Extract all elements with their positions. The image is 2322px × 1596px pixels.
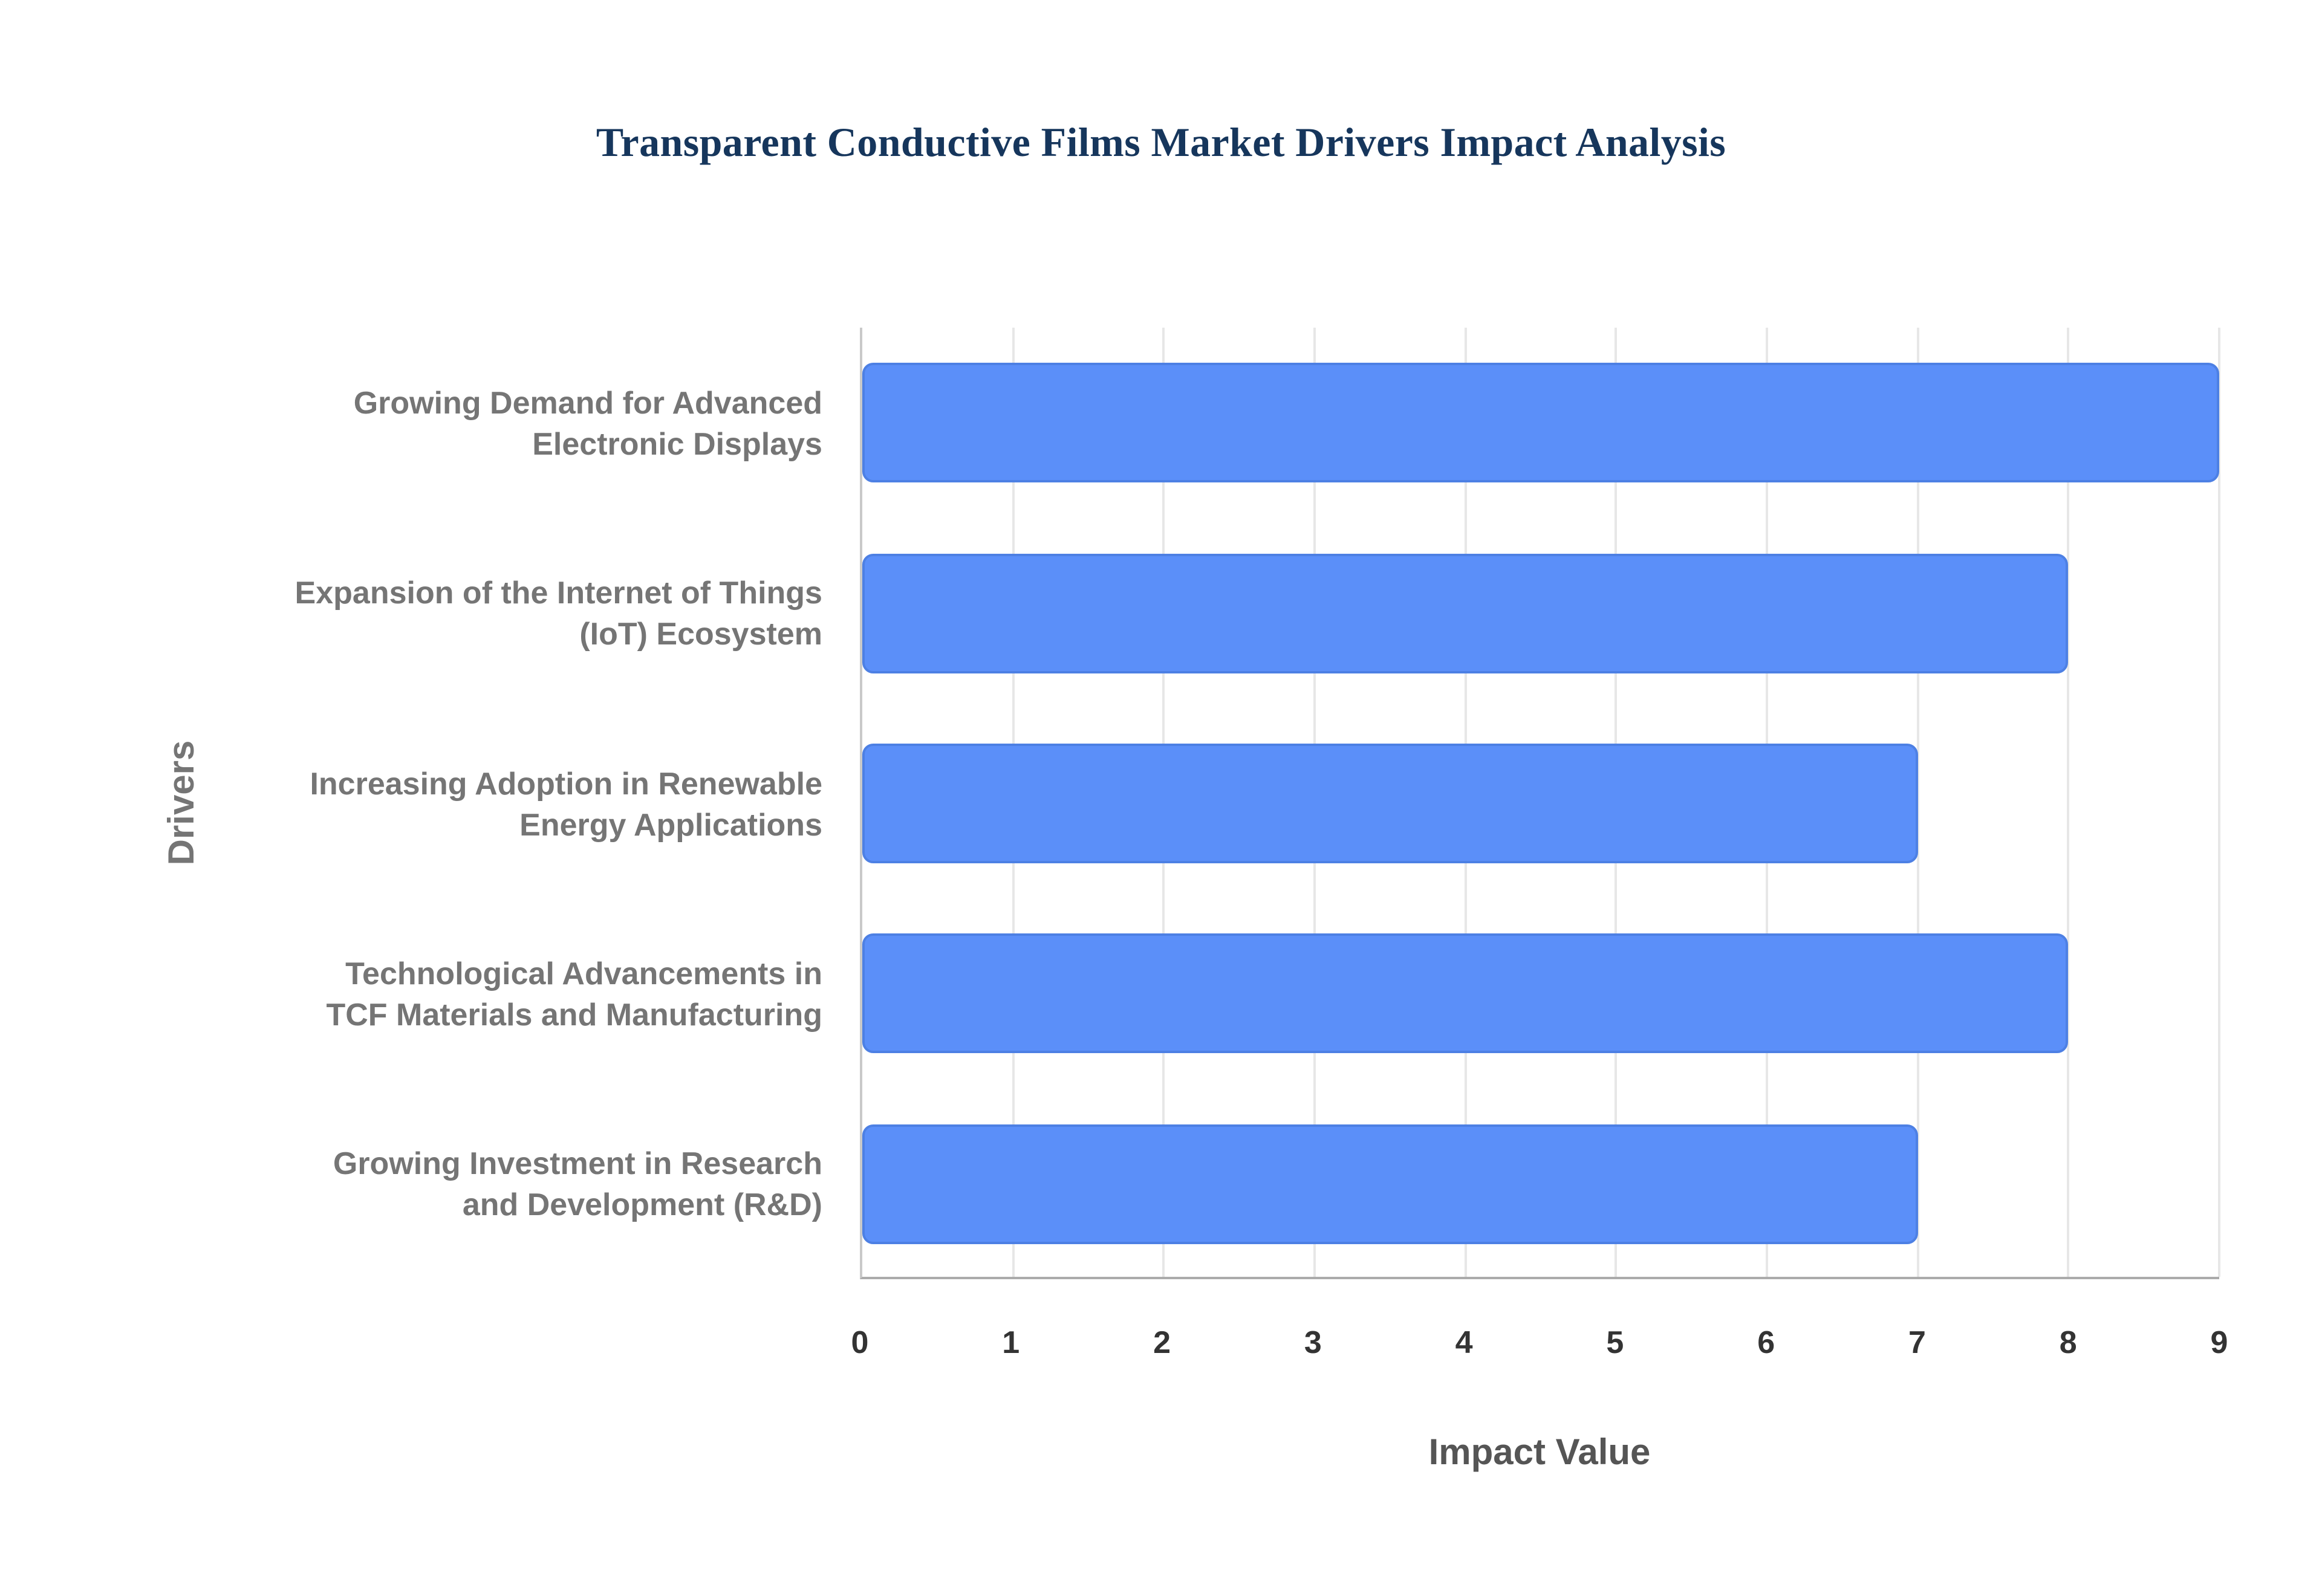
x-tick-label-3: 3 — [1304, 1324, 1322, 1360]
x-tick-label-2: 2 — [1153, 1324, 1171, 1360]
x-tick-label-8: 8 — [2059, 1324, 2077, 1360]
bar-4[interactable] — [862, 1124, 1918, 1244]
bar-3[interactable] — [862, 933, 2069, 1054]
y-axis-label: Drivers — [162, 740, 202, 866]
x-tick-label-1: 1 — [1002, 1324, 1020, 1360]
gridline — [1916, 328, 1919, 1277]
x-tick-label-7: 7 — [1908, 1324, 1926, 1360]
x-tick-label-0: 0 — [851, 1324, 869, 1360]
bar-0[interactable] — [862, 363, 2219, 483]
category-label-0: Growing Demand for Advanced Electronic D… — [353, 384, 822, 462]
category-label-1: Expansion of the Internet of Things (IoT… — [294, 574, 822, 652]
bar-1[interactable] — [862, 553, 2069, 673]
category-label-4: Growing Investment in Research and Devel… — [333, 1145, 822, 1223]
bar-2[interactable] — [862, 744, 1918, 863]
chart-title: Transparent Conductive Films Market Driv… — [596, 121, 1726, 166]
gridline — [2067, 328, 2070, 1277]
x-axis-label: Impact Value — [1428, 1433, 1651, 1473]
category-label-2: Increasing Adoption in Renewable Energy … — [310, 765, 822, 842]
category-label-3: Technological Advancements in TCF Materi… — [326, 955, 822, 1033]
x-tick-label-9: 9 — [2210, 1324, 2228, 1360]
x-tick-label-4: 4 — [1455, 1324, 1473, 1360]
x-tick-label-5: 5 — [1606, 1324, 1624, 1360]
plot-area — [860, 328, 2220, 1279]
gridline — [2218, 328, 2220, 1277]
x-tick-label-6: 6 — [1757, 1324, 1775, 1360]
